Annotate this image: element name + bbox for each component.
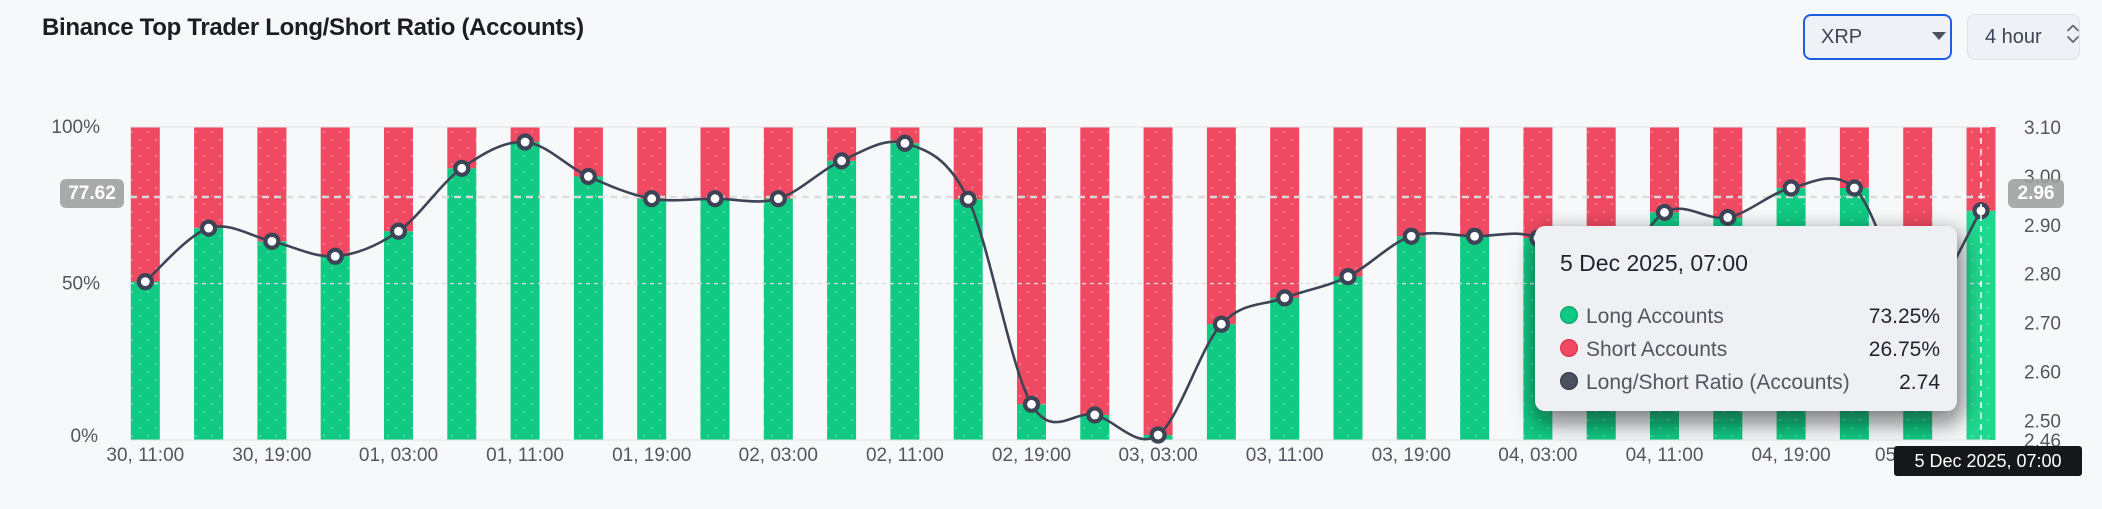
svg-text:Short Accounts: Short Accounts <box>1586 338 1727 361</box>
svg-text:77.62: 77.62 <box>68 183 116 204</box>
svg-text:05: 05 <box>1875 445 1896 466</box>
svg-text:03, 19:00: 03, 19:00 <box>1372 445 1451 466</box>
svg-text:04, 03:00: 04, 03:00 <box>1498 445 1577 466</box>
svg-text:26.75%: 26.75% <box>1869 338 1940 361</box>
svg-text:03, 03:00: 03, 03:00 <box>1118 445 1197 466</box>
svg-text:2.50: 2.50 <box>2024 411 2061 432</box>
svg-text:2.74: 2.74 <box>1899 371 1940 394</box>
svg-text:Binance Top Trader Long/Short: Binance Top Trader Long/Short Ratio (Acc… <box>42 14 584 41</box>
svg-text:30, 11:00: 30, 11:00 <box>106 445 184 466</box>
svg-text:02, 11:00: 02, 11:00 <box>866 445 944 466</box>
svg-text:2.60: 2.60 <box>2024 363 2061 384</box>
svg-text:2.90: 2.90 <box>2024 216 2061 237</box>
svg-text:73.25%: 73.25% <box>1869 305 1940 328</box>
svg-text:02, 19:00: 02, 19:00 <box>992 445 1071 466</box>
svg-text:30, 19:00: 30, 19:00 <box>232 445 311 466</box>
svg-text:01, 19:00: 01, 19:00 <box>612 445 691 466</box>
svg-text:50%: 50% <box>62 274 100 295</box>
svg-text:04, 11:00: 04, 11:00 <box>1626 445 1704 466</box>
svg-text:2.70: 2.70 <box>2024 314 2061 335</box>
svg-text:5 Dec 2025, 07:00: 5 Dec 2025, 07:00 <box>1560 250 1748 276</box>
svg-text:04, 19:00: 04, 19:00 <box>1751 445 1830 466</box>
svg-text:03, 11:00: 03, 11:00 <box>1246 445 1324 466</box>
svg-text:02, 03:00: 02, 03:00 <box>739 445 818 466</box>
svg-text:01, 03:00: 01, 03:00 <box>359 445 438 466</box>
svg-text:5 Dec 2025, 07:00: 5 Dec 2025, 07:00 <box>1914 451 2061 471</box>
svg-text:01, 11:00: 01, 11:00 <box>486 445 564 466</box>
svg-text:2.96: 2.96 <box>2018 183 2055 204</box>
svg-text:0%: 0% <box>71 426 99 447</box>
svg-text:Long/Short Ratio (Accounts): Long/Short Ratio (Accounts) <box>1586 371 1850 394</box>
svg-text:3.10: 3.10 <box>2024 118 2061 139</box>
svg-text:4 hour: 4 hour <box>1985 26 2042 48</box>
svg-text:100%: 100% <box>51 117 100 138</box>
svg-text:XRP: XRP <box>1821 26 1862 48</box>
svg-text:Long Accounts: Long Accounts <box>1586 305 1724 328</box>
svg-text:2.80: 2.80 <box>2024 265 2061 286</box>
